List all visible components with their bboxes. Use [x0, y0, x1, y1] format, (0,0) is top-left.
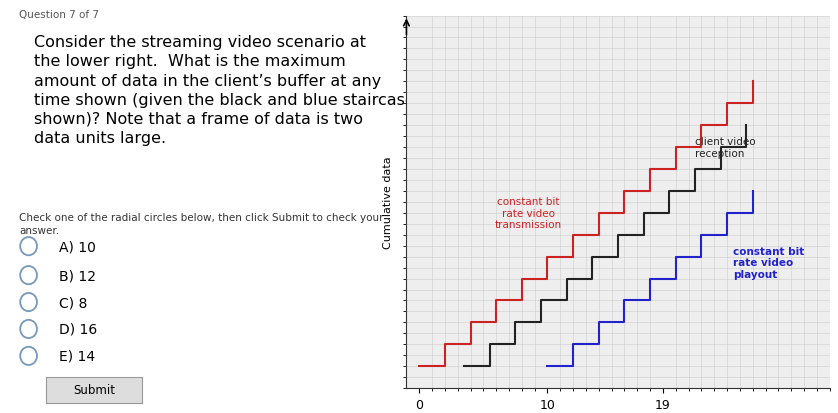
Text: Check one of the radial circles below, then click Submit to check your
answer.: Check one of the radial circles below, t… — [19, 213, 384, 236]
Text: Consider the streaming video scenario at
the lower right.  What is the maximum
a: Consider the streaming video scenario at… — [34, 35, 423, 146]
Text: constant bit
rate video
transmission: constant bit rate video transmission — [494, 197, 561, 230]
Text: D) 16: D) 16 — [59, 322, 97, 336]
Text: C) 8: C) 8 — [59, 295, 87, 309]
Text: Question 7 of 7: Question 7 of 7 — [19, 10, 99, 20]
Text: A) 10: A) 10 — [59, 240, 96, 254]
Y-axis label: Cumulative data: Cumulative data — [383, 156, 393, 249]
Text: B) 12: B) 12 — [59, 268, 96, 282]
Text: client video
reception: client video reception — [695, 137, 756, 158]
Text: E) 14: E) 14 — [59, 349, 96, 363]
Text: Submit: Submit — [73, 383, 116, 396]
Text: constant bit
rate video
playout: constant bit rate video playout — [733, 246, 804, 279]
